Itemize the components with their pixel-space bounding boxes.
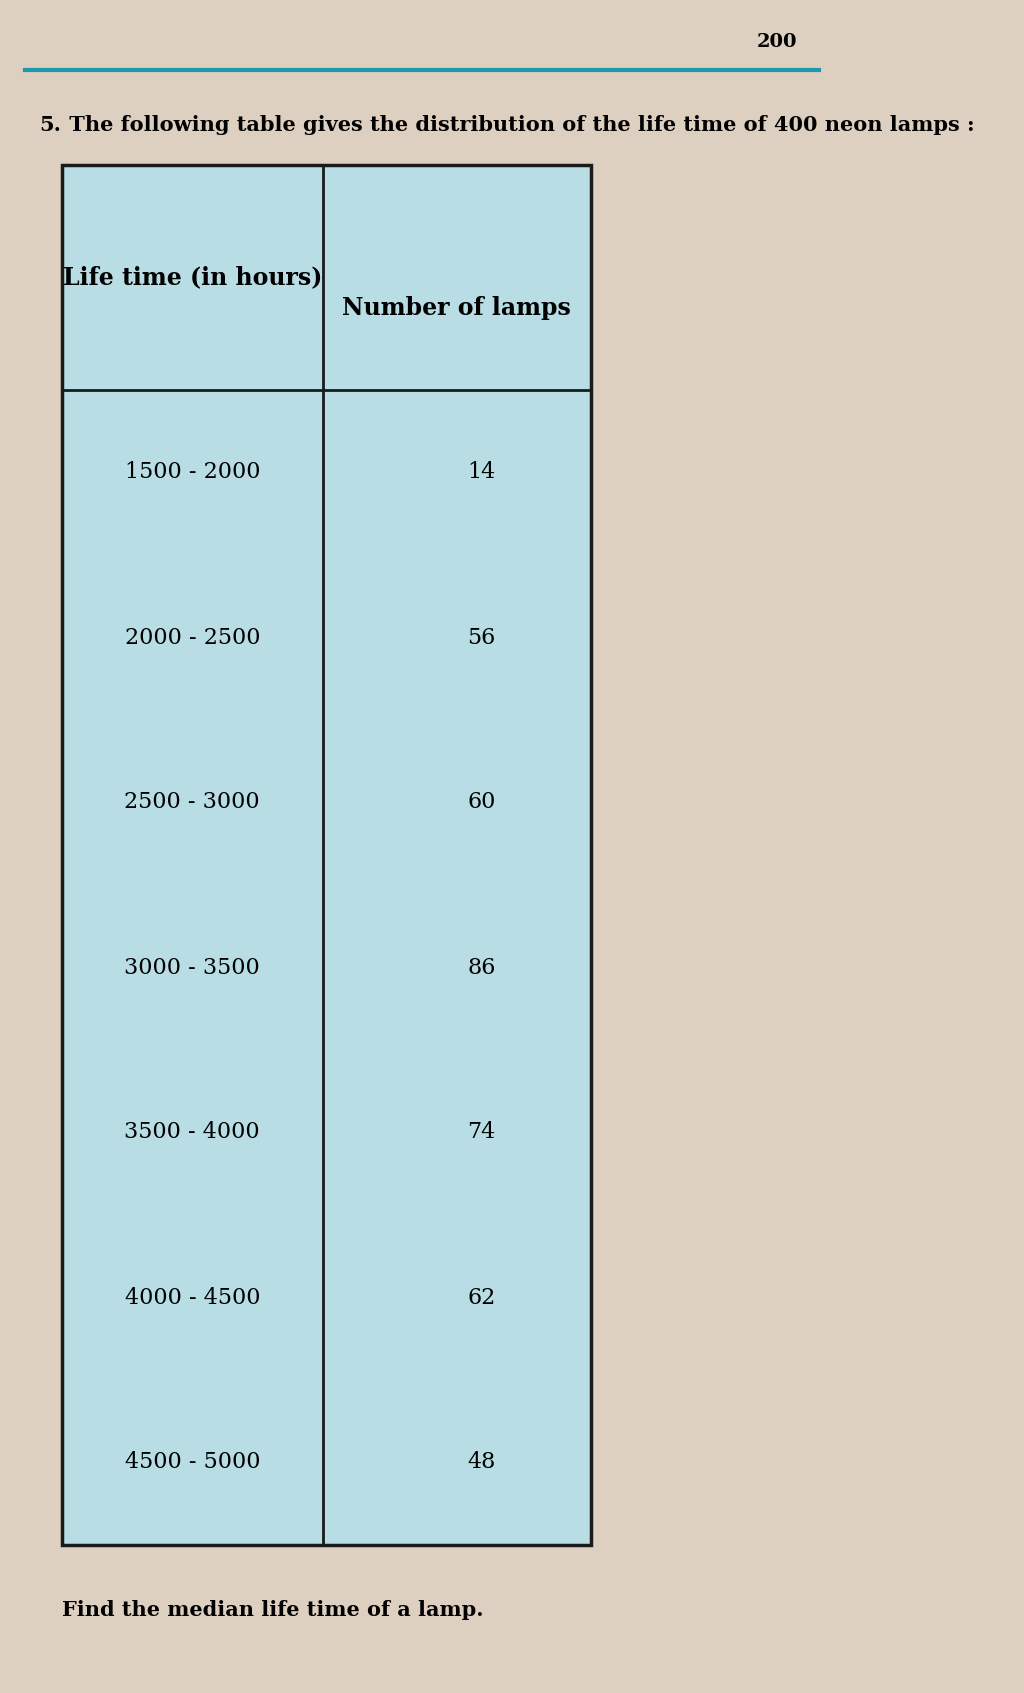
- Text: 5.: 5.: [40, 115, 61, 135]
- Text: 86: 86: [468, 957, 496, 979]
- Text: 48: 48: [468, 1451, 496, 1473]
- Text: Find the median life time of a lamp.: Find the median life time of a lamp.: [62, 1600, 483, 1620]
- Text: 2500 - 3000: 2500 - 3000: [125, 792, 260, 814]
- Text: 2000 - 2500: 2000 - 2500: [125, 626, 260, 648]
- Text: 62: 62: [468, 1287, 496, 1309]
- Text: 3000 - 3500: 3000 - 3500: [124, 957, 260, 979]
- Text: 4000 - 4500: 4000 - 4500: [125, 1287, 260, 1309]
- Text: 4500 - 5000: 4500 - 5000: [125, 1451, 260, 1473]
- Text: 3500 - 4000: 3500 - 4000: [125, 1121, 260, 1143]
- Text: 56: 56: [468, 626, 496, 648]
- Text: 14: 14: [468, 462, 496, 484]
- Text: The following table gives the distribution of the life time of 400 neon lamps :: The following table gives the distributi…: [62, 115, 975, 135]
- Bar: [62, 164, 591, 1546]
- Text: Number of lamps: Number of lamps: [342, 296, 571, 320]
- Text: 60: 60: [468, 792, 496, 814]
- Text: 74: 74: [468, 1121, 496, 1143]
- Text: Life time (in hours): Life time (in hours): [62, 266, 322, 290]
- Text: 1500 - 2000: 1500 - 2000: [125, 462, 260, 484]
- Text: 200: 200: [757, 32, 798, 51]
